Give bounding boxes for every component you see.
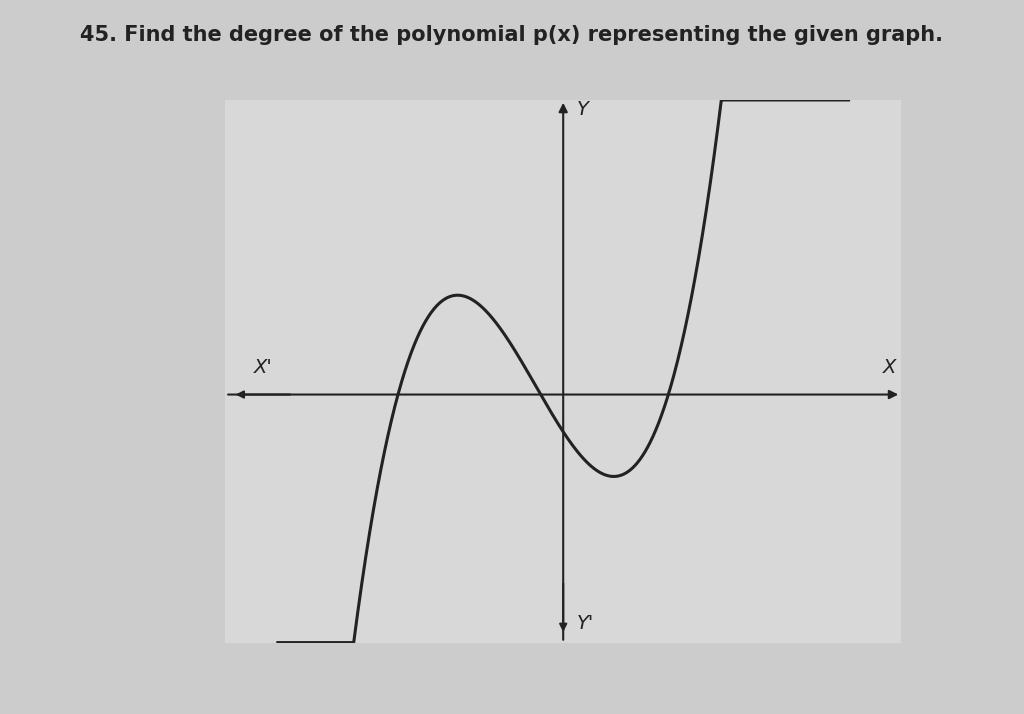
Text: 45. Find the degree of the polynomial p(x) representing the given graph.: 45. Find the degree of the polynomial p(… — [81, 25, 943, 45]
Text: X: X — [883, 358, 897, 378]
FancyBboxPatch shape — [212, 89, 914, 653]
Text: Y: Y — [577, 100, 589, 119]
Text: Y': Y' — [577, 614, 594, 633]
Text: X': X' — [254, 358, 272, 378]
